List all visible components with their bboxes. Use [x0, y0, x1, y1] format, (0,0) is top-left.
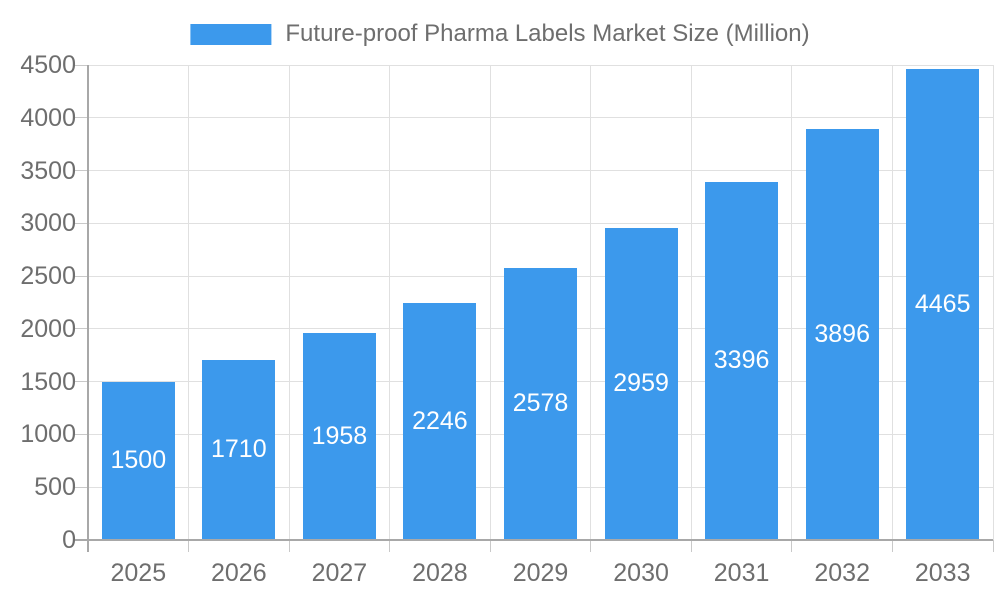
bar-value-label: 2959: [613, 369, 669, 398]
gridline-horizontal: [88, 170, 993, 172]
bar: 2246: [403, 302, 477, 540]
y-axis-tick: [75, 64, 88, 66]
gridline-vertical: [188, 65, 190, 540]
bar-value-label: 2578: [512, 389, 569, 418]
x-axis-label: 2027: [311, 559, 368, 587]
x-axis-label: 2028: [412, 559, 468, 587]
bar: 1500: [101, 381, 175, 540]
x-axis-tick: [188, 540, 190, 552]
gridline-vertical: [288, 65, 290, 540]
bar-value-label: 3396: [713, 346, 770, 375]
bar: 2959: [604, 227, 678, 540]
bar: 2578: [504, 267, 577, 540]
gridline-horizontal: [88, 117, 993, 119]
y-axis-label: 4000: [20, 103, 76, 132]
x-axis-tick: [489, 540, 491, 552]
x-axis-label: 2029: [512, 559, 569, 587]
y-axis-label: 2500: [20, 262, 76, 291]
bar-value-label: 1958: [311, 422, 368, 451]
x-axis-tick: [791, 540, 793, 552]
gridline-vertical: [992, 65, 994, 540]
x-axis-label: 2030: [613, 559, 669, 587]
gridline-horizontal: [88, 64, 993, 66]
x-axis-label: 2031: [713, 559, 770, 587]
chart-legend[interactable]: Future-proof Pharma Labels Market Size (…: [190, 20, 810, 48]
x-axis-tick: [891, 540, 893, 552]
y-axis-tick: [75, 381, 88, 383]
y-axis-tick: [75, 486, 88, 488]
x-axis-tick: [992, 540, 994, 552]
gridline-vertical: [690, 65, 692, 540]
x-axis-tick: [288, 540, 290, 552]
gridline-vertical: [590, 65, 592, 540]
y-axis-line: [87, 65, 89, 552]
x-axis-label: 2026: [210, 559, 267, 587]
x-axis-line: [75, 539, 993, 541]
bar: 1958: [302, 333, 376, 540]
y-axis-tick: [75, 117, 88, 119]
y-axis-tick: [75, 328, 88, 330]
bar-value-label: 1710: [210, 435, 267, 464]
x-axis-tick: [690, 540, 692, 552]
y-axis-tick: [75, 170, 88, 172]
y-axis-label: 3500: [20, 156, 76, 185]
bar: 3396: [705, 181, 779, 540]
y-axis-tick: [75, 222, 88, 224]
x-axis-label: 2033: [914, 559, 971, 587]
y-axis-tick: [75, 275, 88, 277]
gridline-horizontal: [88, 222, 993, 224]
bar: 4465: [906, 68, 980, 540]
y-axis-label: 0: [62, 526, 76, 554]
gridline-vertical: [489, 65, 491, 540]
legend-swatch-icon: [190, 23, 272, 45]
y-axis-label: 1500: [20, 367, 76, 396]
x-axis-tick: [389, 540, 391, 552]
y-axis-label: 4500: [20, 51, 76, 79]
y-axis-label: 2000: [20, 314, 76, 343]
bar-value-label: 1500: [110, 446, 167, 475]
gridline-vertical: [791, 65, 793, 540]
bar-value-label: 4465: [914, 289, 971, 318]
bar: 3896: [805, 128, 879, 540]
x-axis-label: 2032: [814, 559, 870, 587]
gridline-vertical: [891, 65, 893, 540]
x-axis-tick: [590, 540, 592, 552]
bar-value-label: 3896: [814, 319, 870, 348]
y-axis-label: 3000: [20, 209, 76, 238]
bar-value-label: 2246: [412, 406, 468, 435]
legend-label: Future-proof Pharma Labels Market Size (…: [285, 20, 810, 47]
gridline-vertical: [389, 65, 391, 540]
x-axis-label: 2025: [110, 559, 167, 587]
y-axis-label: 1000: [20, 420, 76, 449]
y-axis-tick: [75, 433, 88, 435]
y-axis-label: 500: [34, 473, 76, 502]
bar: 1710: [202, 359, 276, 540]
